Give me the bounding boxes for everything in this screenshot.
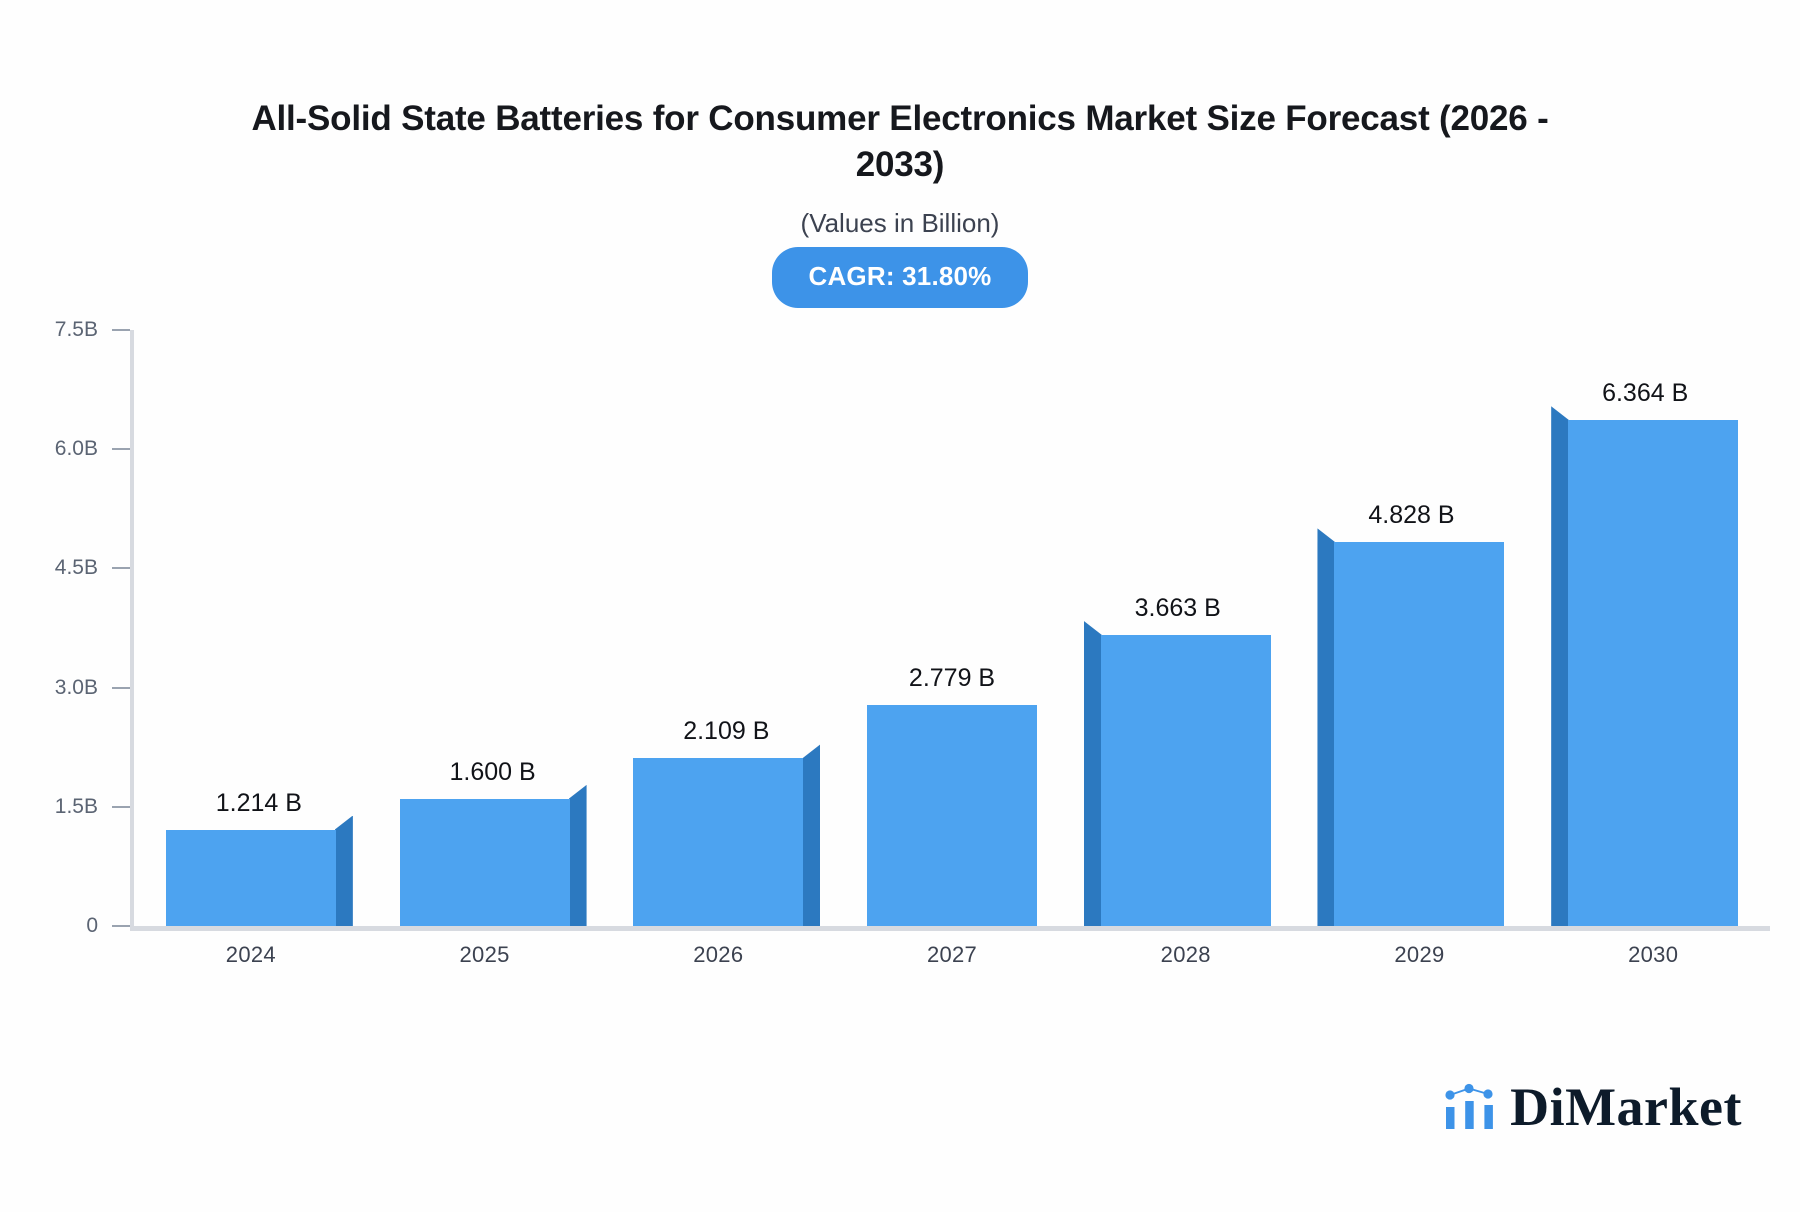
x-axis-tick-label: 2024	[225, 942, 276, 967]
x-axis-tick-label: 2028	[1160, 942, 1211, 967]
y-axis-tick-label: 1.5B	[54, 794, 98, 818]
x-axis-tick-label: 2030	[1628, 942, 1679, 967]
y-axis-tick: 4.5B	[54, 556, 130, 580]
page-title: All-Solid State Batteries for Consumer E…	[251, 99, 1549, 185]
x-axis-tick: 2025	[368, 942, 602, 968]
status-badge: CAGR: 31.80%	[772, 247, 1028, 309]
bar-face[interactable]	[1334, 542, 1505, 926]
y-axis: 0 1.5B 3.0B 4.5B 6.0B 7.5B	[0, 318, 130, 937]
y-axis-tick: 7.5B	[54, 318, 130, 341]
y-axis-tick-label: 3.0B	[54, 675, 98, 699]
bar-value-label: 3.663 B	[1134, 593, 1221, 622]
y-axis-tick: 6.0B	[54, 437, 130, 461]
bar-item[interactable]: 4.828 B	[1317, 501, 1505, 926]
y-axis-tick-label: 4.5B	[54, 556, 98, 580]
bar-3d-side	[568, 784, 587, 926]
bar-3d-side	[1083, 620, 1102, 926]
bar-face[interactable]	[867, 705, 1038, 926]
bar-item[interactable]: 1.600 B	[399, 758, 587, 926]
bar-slot: 4.828 B	[1303, 330, 1537, 926]
y-axis-tick-label: 7.5B	[54, 318, 98, 341]
y-axis-line	[130, 330, 134, 930]
bar-item[interactable]: 2.779 B	[867, 664, 1038, 926]
x-axis-tick-label: 2025	[459, 942, 510, 967]
bar-slot: 2.779 B	[835, 330, 1069, 926]
bar-slot: 1.600 B	[368, 330, 602, 926]
x-axis-tick-label: 2029	[1394, 942, 1445, 967]
y-axis-tick-dash-icon	[112, 686, 130, 689]
y-axis-tick-dash-icon	[112, 329, 130, 331]
brand-logo: DiMarket	[1444, 1080, 1742, 1134]
bar-3d-side	[1551, 406, 1570, 926]
bar-face[interactable]	[633, 758, 804, 926]
bar-slot: 6.364 B	[1536, 330, 1770, 926]
bar-series: 1.214 B 1.600 B 2.109 B	[134, 330, 1770, 926]
bar-3d-side	[802, 744, 821, 926]
chart-header: All-Solid State Batteries for Consumer E…	[0, 96, 1800, 309]
y-axis-tick: 3.0B	[54, 675, 130, 699]
y-axis-tick-dash-icon	[112, 925, 130, 927]
bar-face[interactable]	[1100, 634, 1271, 926]
bar-value-label: 2.779 B	[908, 664, 996, 693]
bar-face[interactable]	[399, 798, 570, 926]
x-axis-tick: 2028	[1069, 942, 1303, 968]
bar-item[interactable]: 6.364 B	[1551, 379, 1739, 926]
bar-item[interactable]: 1.214 B	[165, 789, 353, 926]
bar-slot: 3.663 B	[1069, 330, 1303, 926]
y-axis-tick-dash-icon	[112, 567, 130, 570]
bar-face[interactable]	[1568, 420, 1739, 926]
bar-value-label: 6.364 B	[1602, 379, 1689, 408]
y-axis-tick-dash-icon	[112, 448, 130, 451]
x-axis-tick: 2027	[835, 942, 1069, 968]
x-axis: 2024 2025 2026 2027 2028 2029 2030	[134, 942, 1770, 968]
x-axis-line	[130, 926, 1770, 931]
x-axis-tick: 2030	[1536, 942, 1770, 968]
y-axis-tick-label: 6.0B	[54, 437, 98, 461]
x-axis-tick-label: 2026	[693, 942, 744, 967]
bar-slot: 2.109 B	[601, 330, 835, 926]
bar-3d-side	[334, 815, 353, 926]
bar-value-label: 4.828 B	[1368, 501, 1455, 530]
bar-item[interactable]: 3.663 B	[1083, 594, 1271, 926]
bar-value-label: 1.600 B	[449, 757, 536, 786]
bar-item[interactable]: 2.109 B	[633, 717, 821, 926]
y-axis-tick-label: 0	[86, 914, 98, 937]
x-axis-tick: 2024	[134, 942, 368, 968]
bar-value-label: 1.214 B	[215, 788, 302, 817]
bar-chart-logo-icon	[1445, 1083, 1493, 1129]
x-axis-tick: 2029	[1303, 942, 1537, 968]
x-axis-tick-label: 2027	[926, 942, 978, 967]
y-axis-tick: 0	[86, 914, 130, 937]
bar-slot: 1.214 B	[134, 330, 368, 926]
brand-name: DiMarket	[1510, 1077, 1742, 1137]
x-axis-tick: 2026	[601, 942, 835, 968]
cagr-badge-wrapper: CAGR: 31.80%	[0, 247, 1800, 309]
plot-area: 0 1.5B 3.0B 4.5B 6.0B 7.5B	[0, 318, 1800, 967]
bar-face[interactable]	[165, 829, 336, 926]
y-axis-tick-dash-icon	[112, 805, 130, 808]
y-axis-tick: 1.5B	[54, 794, 130, 818]
bar-value-label: 2.109 B	[683, 717, 770, 746]
chart-subtitle: (Values in Billion)	[800, 208, 1000, 239]
bar-3d-side	[1317, 528, 1336, 926]
